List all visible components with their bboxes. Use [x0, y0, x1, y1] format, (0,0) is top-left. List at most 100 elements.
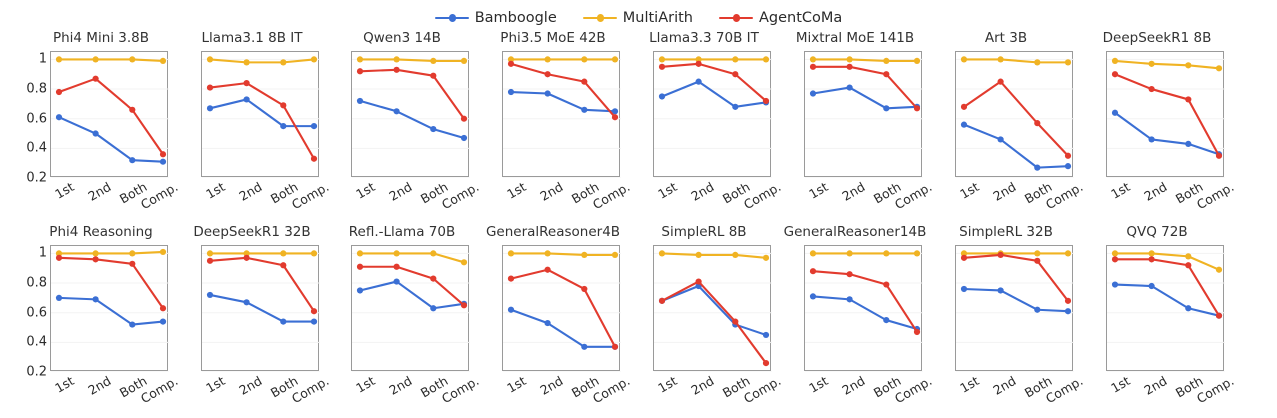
data-point	[1034, 250, 1041, 257]
data-point	[1215, 312, 1223, 319]
series-line-bamboogle	[358, 99, 466, 140]
y-axis-tick-label: 0.4	[26, 140, 47, 156]
series-line-multiarith	[811, 58, 919, 62]
data-point	[243, 250, 250, 257]
data-point	[762, 331, 770, 339]
data-point	[280, 250, 287, 257]
series-line-agentcoma	[811, 65, 919, 110]
data-point	[159, 318, 167, 325]
series-line-multiarith	[660, 252, 768, 259]
data-point	[92, 256, 99, 263]
plot-lines	[202, 56, 320, 178]
series-line-bamboogle	[509, 308, 617, 348]
data-point	[732, 318, 739, 325]
data-point	[1148, 85, 1155, 93]
legend-entry-multiarith[interactable]: MultiArith	[582, 10, 693, 26]
data-point	[809, 63, 817, 70]
data-point	[960, 285, 968, 293]
data-point	[762, 360, 770, 367]
data-point	[846, 63, 853, 70]
data-point	[1064, 308, 1072, 315]
legend-label: AgentCoMa	[758, 10, 843, 26]
legend-entry-bamboogle[interactable]: Bamboogle	[434, 10, 557, 26]
data-point	[1215, 152, 1223, 159]
legend-label: MultiArith	[622, 10, 693, 26]
subplot-title: Llama3.1 8B IT	[201, 30, 303, 46]
data-point	[883, 250, 890, 257]
series-line-multiarith	[962, 58, 1070, 64]
data-point	[507, 306, 515, 313]
subplot-title: Art 3B	[984, 30, 1028, 46]
x-axis-tick-label: 2nd	[536, 179, 566, 204]
data-point	[1034, 164, 1041, 171]
data-point	[1111, 71, 1119, 78]
data-point	[460, 57, 468, 64]
series-line-agentcoma	[1113, 258, 1221, 317]
data-point	[310, 155, 318, 162]
data-point	[658, 56, 666, 63]
x-axis-tick-label: 2nd	[84, 179, 114, 204]
plot-lines	[51, 248, 169, 372]
subplot-panel: Phi3.5 MoE 42B 1st 2nd Both Comp.	[478, 30, 632, 224]
subplot-title: Phi4 Mini 3.8B	[52, 30, 150, 46]
data-point	[1185, 253, 1192, 260]
data-point	[732, 71, 739, 78]
data-point	[544, 71, 551, 78]
series-line-multiarith	[358, 58, 466, 62]
x-axis-tick-label: 2nd	[687, 179, 717, 204]
chart-legend: Bamboogle MultiArith AgentCoMa	[0, 5, 1277, 31]
x-axis-tick-label: 1st	[504, 373, 529, 396]
series-line-multiarith	[57, 250, 165, 255]
data-point	[1185, 140, 1192, 148]
data-point	[695, 278, 702, 285]
data-point	[960, 121, 968, 128]
data-point	[997, 56, 1004, 63]
legend-entry-agentcoma[interactable]: AgentCoMa	[718, 10, 843, 26]
data-point	[695, 56, 702, 63]
data-point	[581, 251, 588, 258]
x-axis-tick-label: 1st	[655, 179, 680, 202]
subplot-title: Llama3.3 70B IT	[649, 30, 759, 46]
series-line-agentcoma	[57, 256, 165, 310]
series-line-bamboogle	[208, 98, 316, 128]
data-point	[581, 343, 588, 350]
data-point	[611, 114, 619, 121]
plot-area: 1st 2nd Both Comp.	[1106, 245, 1237, 406]
x-axis-tick-label: 2nd	[1140, 179, 1170, 204]
x-axis-tick-label: 1st	[52, 179, 77, 202]
plot-lines	[654, 56, 772, 178]
data-point	[883, 71, 890, 78]
data-point	[92, 75, 99, 82]
data-point	[460, 115, 468, 122]
y-axis-tick-label: 0.8	[26, 275, 47, 291]
plot-area: 1st 2nd Both Comp.	[201, 51, 332, 212]
subplot-title: Mixtral MoE 141B	[795, 30, 915, 46]
data-point	[92, 130, 99, 137]
legend-marker-icon	[434, 12, 469, 24]
series-line-bamboogle	[962, 123, 1070, 169]
data-point	[430, 275, 437, 282]
x-axis-tick-label: 1st	[806, 373, 831, 396]
data-point	[460, 134, 468, 142]
data-point	[1111, 57, 1119, 64]
x-axis-tick-label: 2nd	[989, 373, 1019, 398]
series-line-agentcoma	[962, 253, 1070, 302]
x-axis-tick-label: 1st	[655, 373, 680, 396]
subplot-panel: QVQ 72B 1st 2nd Both Comp.	[1082, 224, 1237, 418]
data-point	[129, 56, 136, 63]
data-point	[913, 250, 921, 257]
series-line-bamboogle	[1113, 283, 1221, 317]
data-point	[695, 60, 702, 67]
legend-marker-icon	[718, 12, 753, 24]
series-line-agentcoma	[509, 62, 617, 119]
data-point	[913, 328, 921, 336]
data-point	[206, 257, 214, 264]
subplot-title: SimpleRL 32B	[959, 224, 1053, 240]
data-point	[1064, 59, 1072, 66]
data-point	[997, 136, 1004, 143]
data-point	[55, 56, 63, 63]
plot-area: 1st 2nd Both Comp.	[804, 51, 935, 212]
data-point	[1185, 305, 1192, 312]
plot-area: 1 0.8 0.6 0.4 0.2 1st 2nd Both Comp.	[26, 245, 181, 406]
data-point	[581, 78, 588, 85]
